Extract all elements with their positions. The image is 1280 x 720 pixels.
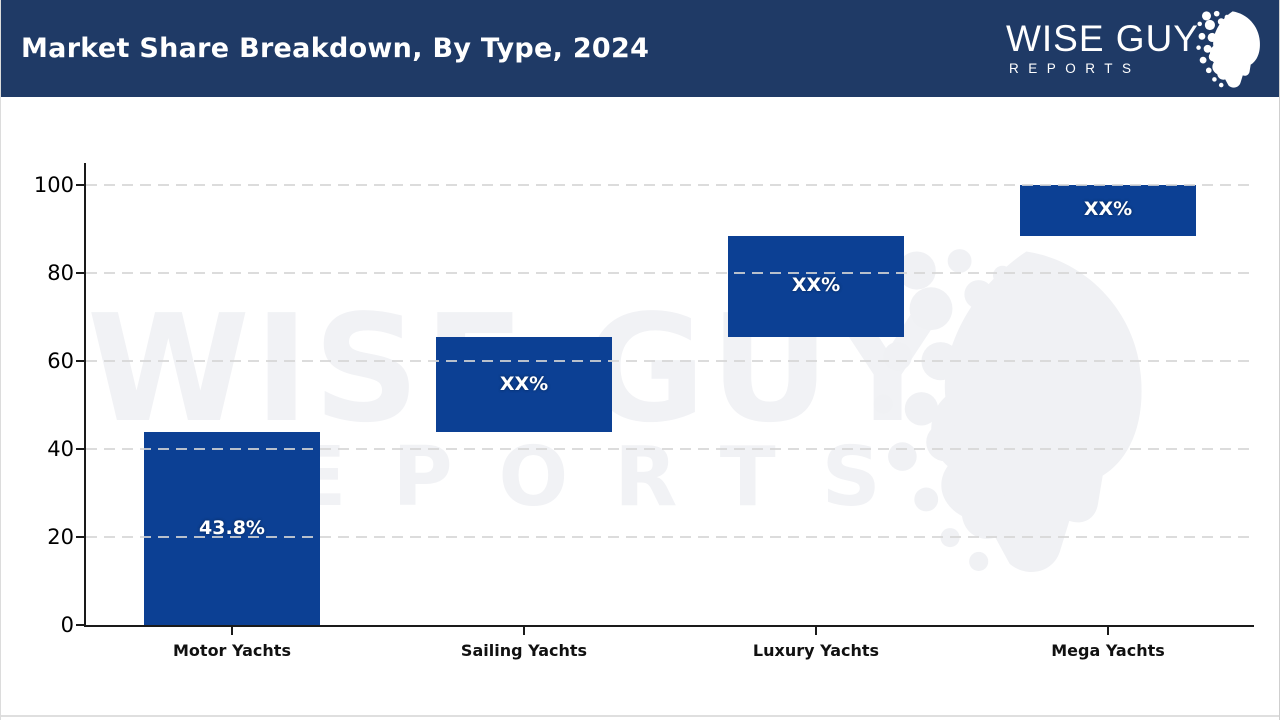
head-dots-icon (1195, 8, 1269, 93)
bar-label-mega-yachts: XX% (1083, 198, 1133, 221)
y-tick-label-40: 40 (47, 437, 74, 461)
bar-motor-yachts (144, 432, 320, 625)
y-tick-label-60: 60 (47, 349, 74, 373)
bar-label-motor-yachts: 43.8% (199, 516, 265, 539)
chart-title: Market Share Breakdown, By Type, 2024 (21, 33, 650, 64)
x-tick-label-sailing-yachts: Sailing Yachts (460, 641, 588, 660)
y-tickmark (76, 536, 85, 538)
gridline-40 (86, 448, 1254, 450)
bar-label-sailing-yachts: XX% (499, 372, 549, 395)
x-axis-spine (84, 625, 1254, 627)
x-tickmark (523, 627, 525, 635)
y-tick-label-80: 80 (47, 261, 74, 285)
bar-luxury-yachts (728, 235, 904, 337)
x-tick-label-mega-yachts: Mega Yachts (1051, 641, 1165, 660)
logo-wordmark: WISE GUY REPORTS (1006, 20, 1199, 76)
y-tick-label-0: 0 (60, 613, 74, 637)
y-tick-label-20: 20 (47, 525, 74, 549)
bar-label-luxury-yachts: XX% (791, 274, 841, 297)
gridline-100 (86, 184, 1254, 186)
y-tickmark (76, 360, 85, 362)
wiseguy-logo: WISE GUY REPORTS (1001, 0, 1271, 97)
y-tick-label-100: 100 (33, 173, 74, 197)
page-bottom-divider (1, 715, 1279, 717)
x-tick-label-luxury-yachts: Luxury Yachts (752, 641, 880, 660)
y-tickmark (76, 272, 85, 274)
report-header: Market Share Breakdown, By Type, 2024 WI… (1, 0, 1279, 97)
y-tickmark (76, 448, 85, 450)
bar-mega-yachts (1020, 185, 1196, 236)
bar-sailing-yachts (436, 336, 612, 433)
x-tickmark (231, 627, 233, 635)
gridline-60 (86, 360, 1254, 362)
y-tickmark (76, 624, 85, 626)
x-tickmark (1107, 627, 1109, 635)
y-axis-spine (84, 163, 86, 627)
x-tick-label-motor-yachts: Motor Yachts (173, 641, 291, 660)
gridline-20 (86, 536, 1254, 538)
logo-line2: REPORTS (1008, 61, 1141, 76)
x-tickmark (815, 627, 817, 635)
gridline-80 (86, 272, 1254, 274)
logo-line1: WISE GUY (1005, 18, 1199, 59)
y-tickmark (76, 184, 85, 186)
